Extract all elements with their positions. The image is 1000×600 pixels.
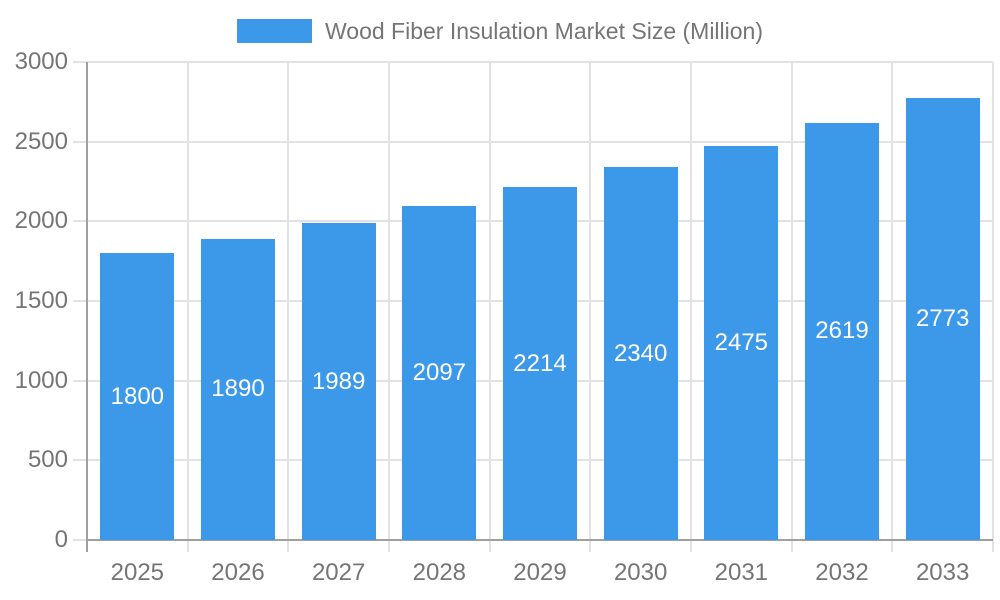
bar-value-label: 2475 bbox=[714, 328, 769, 356]
bar-value-label: 2214 bbox=[513, 349, 567, 377]
x-tick-label: 2027 bbox=[311, 559, 366, 586]
bar[interactable]: 2619 bbox=[805, 122, 879, 540]
x-gridline bbox=[690, 62, 692, 552]
x-tick-label: 2030 bbox=[613, 559, 668, 586]
x-tick-label: 2026 bbox=[211, 559, 265, 586]
y-axis-line bbox=[86, 62, 88, 552]
y-tick-label: 500 bbox=[27, 446, 68, 474]
legend-label: Wood Fiber Insulation Market Size (Milli… bbox=[324, 17, 763, 44]
x-gridline bbox=[388, 62, 390, 552]
bar-value-label: 1989 bbox=[311, 367, 366, 395]
bar-value-label: 2097 bbox=[412, 358, 467, 386]
x-tick-label: 2031 bbox=[714, 559, 769, 586]
x-tick-label: 2032 bbox=[815, 559, 869, 586]
bar[interactable]: 2097 bbox=[402, 205, 477, 540]
x-gridline bbox=[488, 62, 491, 552]
y-tick-label: 2000 bbox=[14, 207, 68, 235]
y-axis-labels: 0 500 1000 1500 2000 2500 3000 bbox=[0, 48, 68, 553]
y-gridline bbox=[73, 539, 87, 541]
x-tick-label: 2025 bbox=[110, 559, 165, 586]
x-tick-label: 2029 bbox=[513, 559, 567, 586]
x-gridline bbox=[589, 62, 592, 552]
x-tick-label: 2028 bbox=[412, 559, 467, 586]
x-tick-label: 2033 bbox=[915, 559, 970, 586]
x-axis-labels: 2025 2026 2027 2028 2029 2030 2031 2032 2033 bbox=[87, 556, 993, 590]
bar-value-label: 2619 bbox=[815, 317, 869, 345]
y-tick-label: 3000 bbox=[14, 48, 68, 75]
y-gridline bbox=[73, 140, 993, 143]
y-gridline bbox=[73, 61, 993, 63]
y-tick-label: 0 bbox=[54, 526, 68, 553]
x-gridline bbox=[287, 62, 290, 552]
bar-value-label: 2340 bbox=[613, 339, 668, 367]
x-gridline bbox=[790, 62, 793, 552]
bar[interactable]: 1890 bbox=[201, 238, 275, 540]
bar[interactable]: 1989 bbox=[301, 223, 376, 540]
bar-value-label: 1890 bbox=[211, 375, 265, 403]
y-tick-label: 1500 bbox=[14, 287, 68, 314]
bar[interactable]: 2773 bbox=[905, 98, 980, 540]
x-axis-line bbox=[87, 539, 993, 541]
bar[interactable]: 2340 bbox=[603, 167, 678, 540]
bar-value-label: 1800 bbox=[110, 382, 165, 410]
bar[interactable]: 1800 bbox=[100, 253, 175, 540]
chart-legend[interactable]: Wood Fiber Insulation Market Size (Milli… bbox=[0, 17, 1000, 44]
x-gridline bbox=[992, 62, 994, 552]
bar[interactable]: 2214 bbox=[503, 187, 577, 540]
bar-value-label: 2773 bbox=[915, 305, 970, 333]
x-gridline bbox=[186, 62, 189, 552]
y-tick-label: 2500 bbox=[14, 127, 68, 155]
plot-area: 1800 1890 1989 2097 2214 2340 2475 2619 2773 bbox=[73, 61, 994, 552]
y-tick-label: 1000 bbox=[14, 366, 68, 394]
x-gridline bbox=[891, 62, 894, 552]
bar[interactable]: 2475 bbox=[704, 145, 779, 540]
legend-swatch-icon bbox=[236, 19, 312, 43]
